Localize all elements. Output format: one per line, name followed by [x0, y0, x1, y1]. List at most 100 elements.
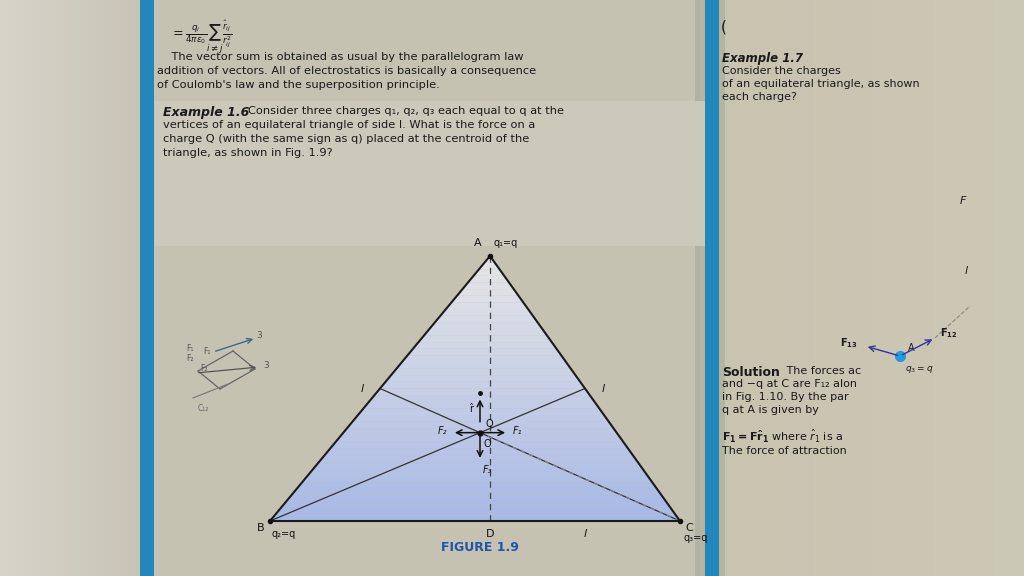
Text: D: D — [485, 529, 495, 539]
Bar — [152, 0, 160, 576]
Bar — [844, 0, 874, 576]
Text: l: l — [360, 384, 364, 393]
Bar — [874, 0, 904, 576]
Text: 3: 3 — [256, 331, 262, 340]
Polygon shape — [429, 322, 543, 329]
Text: F₁: F₁ — [203, 347, 210, 356]
Polygon shape — [275, 508, 675, 514]
Text: The vector sum is obtained as usual by the parallelogram law: The vector sum is obtained as usual by t… — [157, 52, 523, 62]
Text: addition of vectors. All of electrostatics is basically a consequence: addition of vectors. All of electrostati… — [157, 66, 537, 76]
Bar — [904, 0, 934, 576]
Polygon shape — [419, 335, 552, 342]
Text: A: A — [474, 238, 482, 248]
Bar — [0, 0, 8, 576]
Bar — [705, 0, 719, 576]
Text: $($: $($ — [720, 18, 727, 36]
Text: B: B — [257, 523, 265, 533]
Polygon shape — [325, 448, 633, 454]
Bar — [140, 0, 154, 576]
Text: of Coulomb's law and the superposition principle.: of Coulomb's law and the superposition p… — [157, 80, 439, 90]
Text: F₃: F₃ — [483, 465, 493, 475]
Polygon shape — [347, 422, 613, 428]
Bar — [24, 0, 32, 576]
Text: $q_3=q$: $q_3=q$ — [905, 364, 934, 375]
Polygon shape — [369, 395, 595, 401]
Text: in Fig. 1.10. By the par: in Fig. 1.10. By the par — [722, 392, 849, 402]
Text: Q: Q — [485, 419, 493, 429]
Bar — [964, 0, 994, 576]
Text: F₂: F₂ — [437, 426, 447, 435]
Bar — [994, 0, 1024, 576]
Text: Example 1.6: Example 1.6 — [163, 106, 250, 119]
Polygon shape — [452, 295, 523, 302]
Bar — [784, 0, 814, 576]
Text: The force of attraction: The force of attraction — [722, 446, 847, 456]
Polygon shape — [468, 276, 509, 282]
Polygon shape — [457, 289, 518, 295]
Bar — [155, 101, 710, 246]
Bar — [96, 0, 104, 576]
Bar — [63, 0, 72, 576]
Text: The forces ac: The forces ac — [783, 366, 861, 376]
Bar — [754, 0, 784, 576]
Polygon shape — [408, 348, 561, 355]
Text: r̂: r̂ — [470, 404, 474, 414]
Text: C: C — [685, 523, 693, 533]
Polygon shape — [331, 441, 628, 448]
Text: O: O — [483, 439, 490, 449]
Bar — [56, 0, 63, 576]
Text: C₁₂: C₁₂ — [198, 404, 209, 413]
Text: F₁
F₂: F₁ F₂ — [186, 344, 194, 363]
Text: F: F — [961, 196, 967, 206]
Bar — [40, 0, 48, 576]
Bar — [16, 0, 24, 576]
Polygon shape — [292, 488, 662, 495]
Text: l: l — [601, 384, 604, 393]
Bar — [48, 0, 56, 576]
Text: charge Q (with the same sign as q) placed at the centroid of the: charge Q (with the same sign as q) place… — [163, 134, 529, 144]
Polygon shape — [287, 495, 666, 501]
Polygon shape — [396, 362, 570, 369]
Text: q₂=q: q₂=q — [272, 529, 296, 539]
Text: A: A — [908, 343, 914, 353]
Bar — [814, 0, 844, 576]
Bar — [8, 0, 16, 576]
Polygon shape — [440, 309, 532, 316]
Bar — [136, 0, 144, 576]
Bar — [112, 0, 120, 576]
Polygon shape — [391, 369, 575, 375]
Text: q at A is given by: q at A is given by — [722, 405, 819, 415]
Polygon shape — [308, 468, 647, 475]
Bar — [120, 0, 128, 576]
Polygon shape — [364, 401, 599, 408]
Text: each charge?: each charge? — [722, 92, 797, 102]
Polygon shape — [303, 475, 651, 482]
Bar — [724, 0, 754, 576]
Polygon shape — [352, 415, 608, 422]
Text: F₂: F₂ — [200, 364, 208, 373]
Text: l: l — [965, 266, 968, 276]
Text: FIGURE 1.9: FIGURE 1.9 — [441, 541, 519, 554]
Text: $=\frac{q_i}{4\pi\varepsilon_0}\sum_{i\neq j}\frac{\hat{r}_{ij}}{r_{ij}^2}$: $=\frac{q_i}{4\pi\varepsilon_0}\sum_{i\n… — [170, 18, 232, 55]
Text: triangle, as shown in Fig. 1.9?: triangle, as shown in Fig. 1.9? — [163, 148, 333, 158]
Bar — [695, 0, 725, 576]
Polygon shape — [463, 282, 514, 289]
Polygon shape — [484, 256, 495, 263]
Text: $\bf{F}_{13}$: $\bf{F}_{13}$ — [840, 336, 858, 350]
Text: Solution: Solution — [722, 366, 780, 379]
Text: l: l — [584, 529, 587, 539]
Polygon shape — [298, 482, 656, 488]
Polygon shape — [281, 501, 671, 508]
Polygon shape — [413, 342, 556, 348]
Text: q₃=q: q₃=q — [683, 533, 708, 543]
Polygon shape — [319, 454, 637, 461]
Polygon shape — [375, 388, 590, 395]
Bar — [32, 0, 40, 576]
Bar — [72, 0, 80, 576]
Bar — [88, 0, 96, 576]
Text: $\bf{F}_1 = F\hat{r}_1$ where $\hat{r}_1$ is a: $\bf{F}_1 = F\hat{r}_1$ where $\hat{r}_1… — [722, 428, 843, 445]
Text: Consider the charges: Consider the charges — [722, 66, 841, 76]
Text: q₁=q: q₁=q — [494, 238, 518, 248]
Text: 3: 3 — [263, 361, 268, 369]
Text: Consider three charges q₁, q₂, q₃ each equal to q at the: Consider three charges q₁, q₂, q₃ each e… — [248, 106, 564, 116]
